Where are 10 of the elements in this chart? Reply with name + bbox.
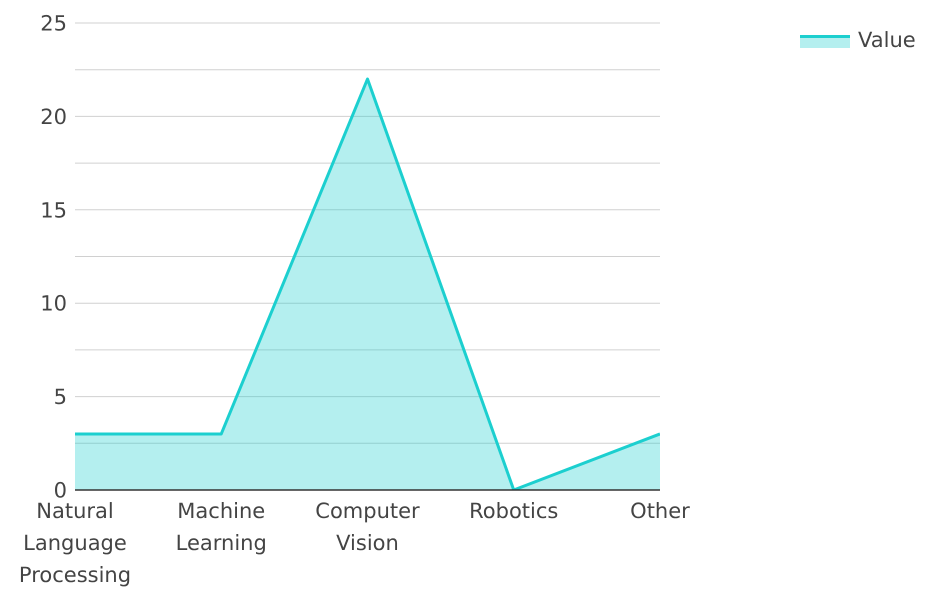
x-tick-label: Other	[630, 499, 690, 523]
y-tick-label: 15	[40, 198, 67, 222]
x-tick-label: Machine Learning	[176, 499, 267, 555]
y-tick-label: 5	[54, 385, 67, 410]
x-tick-label: Computer Vision	[315, 499, 420, 555]
y-tick-label: 10	[40, 292, 67, 316]
y-tick-label: 25	[40, 11, 67, 36]
x-tick-label: Robotics	[469, 499, 558, 523]
y-tick-label: 20	[40, 104, 67, 129]
legend-label: Value	[858, 28, 916, 52]
